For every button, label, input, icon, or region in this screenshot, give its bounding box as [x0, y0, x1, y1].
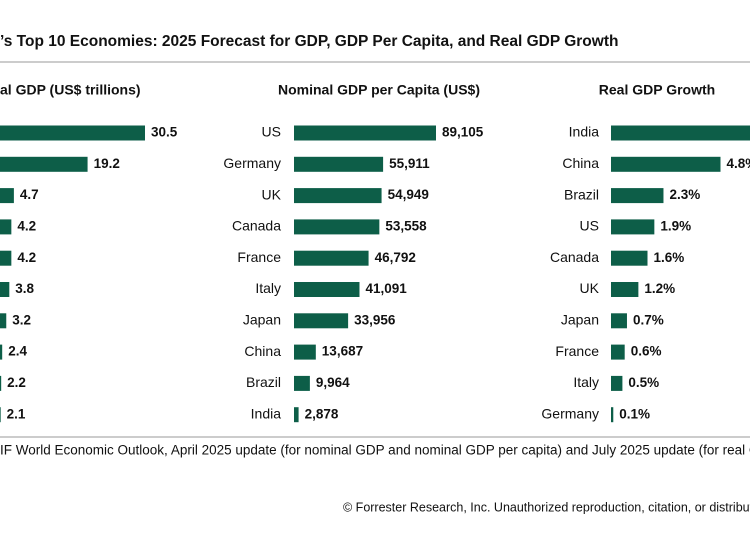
footnote: IF World Economic Outlook, April 2025 up… — [0, 443, 750, 458]
value-label: 2.4 — [8, 344, 27, 359]
value-label: 4.2 — [17, 250, 36, 265]
page-title: ’s Top 10 Economies: 2025 Forecast for G… — [0, 33, 618, 50]
bar — [611, 375, 623, 391]
value-label: 33,956 — [354, 312, 396, 327]
value-label: 13,687 — [322, 344, 363, 359]
bar — [294, 375, 310, 391]
copyright: © Forrester Research, Inc. Unauthorized … — [343, 500, 750, 514]
category-label: UK — [580, 280, 600, 296]
bar — [611, 125, 750, 141]
bar — [294, 250, 369, 266]
value-label: 0.7% — [633, 312, 664, 327]
category-label: Brazil — [564, 186, 599, 202]
category-label: Canada — [232, 218, 281, 234]
panel-title: Nominal GDP per Capita (US$) — [278, 82, 480, 98]
bar — [0, 344, 3, 360]
category-label: Japan — [243, 312, 281, 328]
category-label: China — [244, 343, 281, 359]
category-label: France — [237, 249, 281, 265]
category-label: Italy — [573, 374, 599, 390]
value-label: 0.6% — [631, 344, 662, 359]
value-label: 0.1% — [619, 406, 650, 421]
value-label: 2,878 — [305, 406, 339, 421]
value-label: 30.5 — [151, 125, 178, 140]
category-label: Canada — [550, 249, 599, 265]
bar — [611, 313, 627, 329]
bar — [294, 156, 384, 172]
category-label: Germany — [541, 405, 599, 421]
bar — [0, 282, 10, 297]
category-label: India — [251, 405, 282, 421]
value-label: 2.3% — [669, 187, 700, 202]
value-label: 1.9% — [660, 218, 691, 233]
value-label: 0.5% — [628, 375, 659, 390]
bar — [611, 219, 655, 235]
category-label: China — [562, 155, 599, 171]
value-label: 1.2% — [644, 281, 675, 296]
value-label: 9,964 — [316, 375, 350, 390]
category-label: India — [569, 124, 600, 140]
bar — [0, 250, 12, 266]
bar — [294, 282, 360, 297]
bar — [294, 125, 436, 141]
value-label: 46,792 — [375, 250, 416, 265]
bar — [0, 313, 7, 329]
category-label: US — [262, 124, 281, 140]
category-label: UK — [262, 186, 282, 202]
bar — [611, 407, 614, 423]
category-label: Brazil — [246, 374, 281, 390]
value-label: 55,911 — [389, 156, 430, 171]
panel-title: al GDP (US$ trillions) — [0, 82, 141, 98]
bar — [294, 188, 382, 204]
bar — [0, 219, 12, 235]
category-label: Japan — [561, 312, 599, 328]
value-label: 3.2 — [12, 312, 31, 327]
value-label: 41,091 — [365, 281, 407, 296]
bar — [294, 407, 299, 423]
bar — [0, 375, 2, 391]
bar — [294, 219, 380, 235]
bar — [294, 313, 349, 329]
bar — [611, 188, 664, 204]
bar — [294, 344, 316, 360]
category-label: Germany — [223, 155, 281, 171]
category-label: France — [555, 343, 599, 359]
bar — [611, 282, 639, 297]
value-label: 53,558 — [385, 218, 427, 233]
bar — [611, 250, 648, 266]
bar — [611, 344, 625, 360]
value-label: 4.2 — [17, 218, 36, 233]
value-label: 54,949 — [388, 187, 429, 202]
bar — [0, 125, 145, 141]
value-label: 2.1 — [7, 406, 26, 421]
value-label: 1.6% — [654, 250, 685, 265]
category-label: Italy — [255, 280, 281, 296]
bar — [0, 188, 14, 204]
bar — [0, 407, 1, 423]
value-label: 4.8% — [727, 156, 750, 171]
bar — [0, 156, 88, 172]
category-label: US — [580, 218, 599, 234]
value-label: 2.2 — [7, 375, 26, 390]
value-label: 3.8 — [15, 281, 34, 296]
bar — [611, 156, 721, 172]
value-label: 4.7 — [20, 187, 39, 202]
value-label: 89,105 — [442, 125, 484, 140]
panel-title: Real GDP Growth — [599, 82, 715, 98]
value-label: 19.2 — [94, 156, 120, 171]
